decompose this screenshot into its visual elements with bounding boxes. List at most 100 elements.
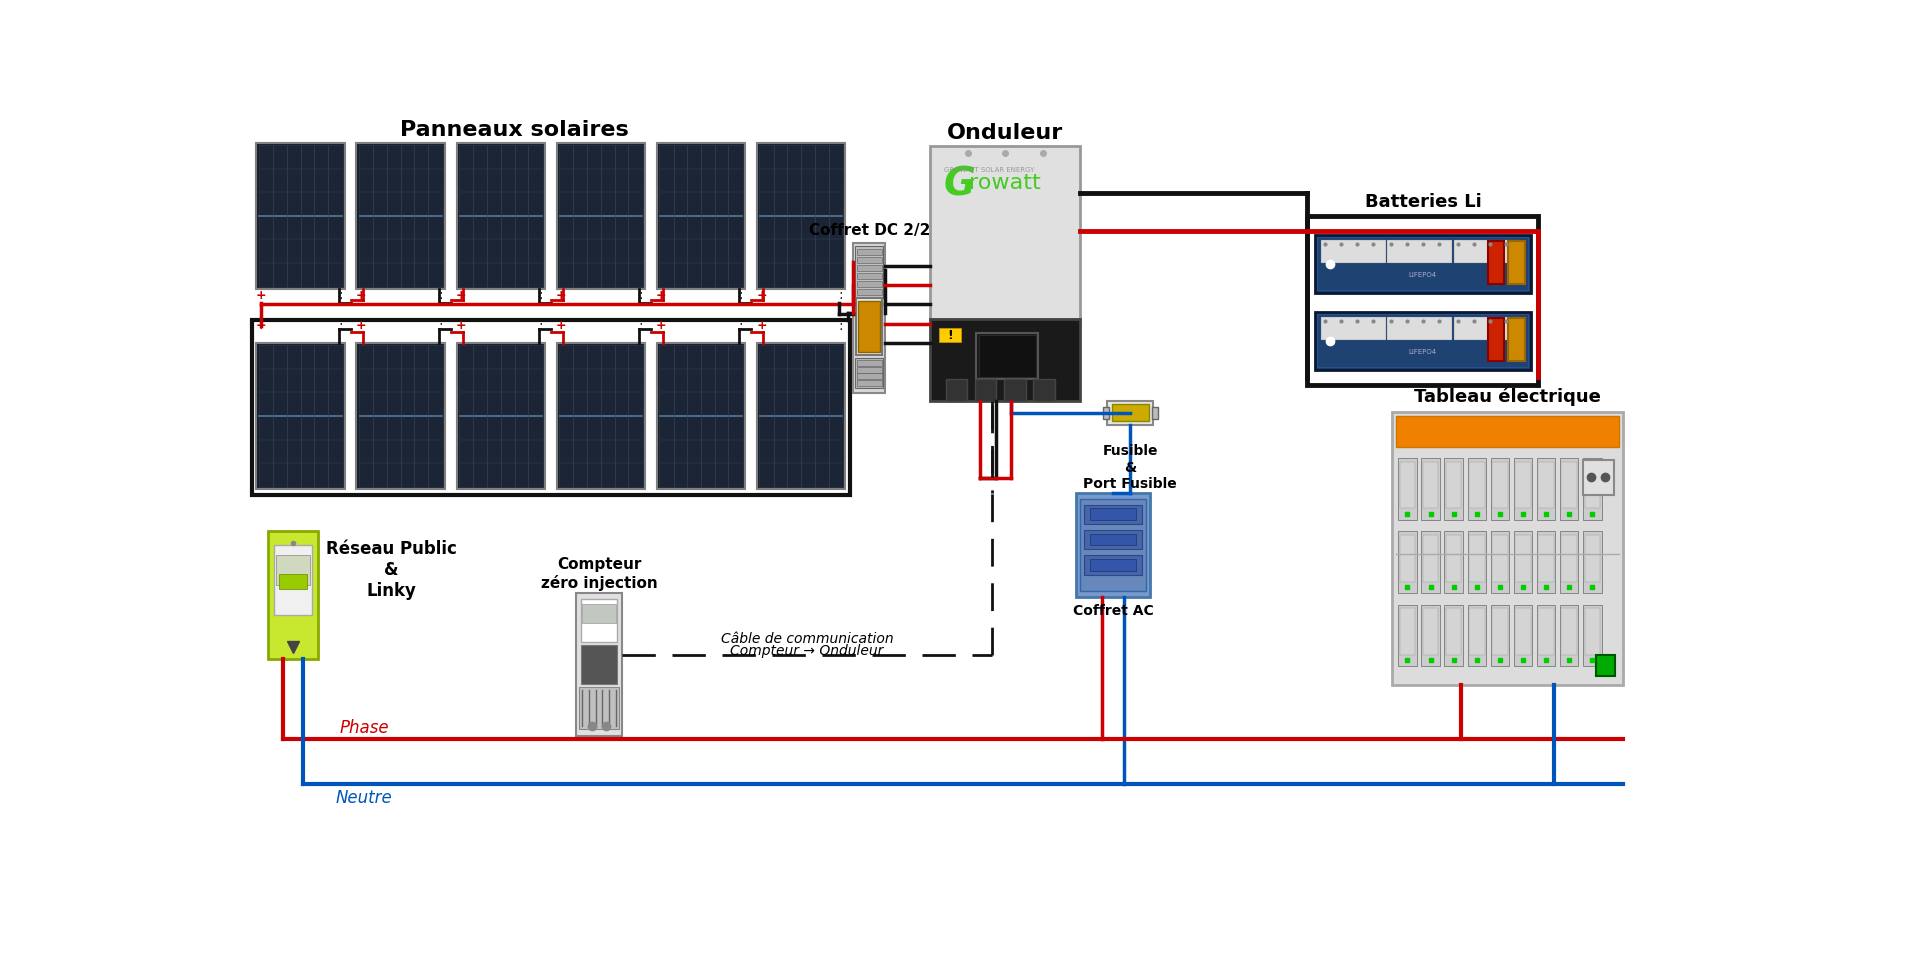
Text: +: + bbox=[756, 288, 766, 302]
Bar bbox=[1392, 413, 1622, 685]
Bar bbox=[1561, 535, 1576, 581]
Bar bbox=[1584, 531, 1601, 593]
Bar bbox=[1455, 316, 1519, 338]
Bar bbox=[1469, 462, 1484, 508]
Bar bbox=[259, 345, 342, 487]
Text: Phase: Phase bbox=[340, 719, 390, 736]
Bar bbox=[1538, 462, 1553, 508]
Bar bbox=[1513, 531, 1532, 593]
Bar bbox=[856, 359, 883, 388]
Bar bbox=[1584, 604, 1601, 666]
Bar bbox=[359, 145, 444, 286]
Bar bbox=[1446, 462, 1461, 508]
Bar bbox=[580, 600, 618, 642]
Bar bbox=[856, 298, 883, 356]
Bar bbox=[1091, 559, 1137, 571]
Bar bbox=[1507, 241, 1524, 283]
Bar bbox=[975, 379, 996, 401]
Bar bbox=[257, 143, 346, 289]
Text: :: : bbox=[637, 288, 643, 302]
Text: +: + bbox=[657, 288, 666, 302]
Bar bbox=[1467, 604, 1486, 666]
Bar bbox=[559, 345, 643, 487]
Bar bbox=[1444, 458, 1463, 520]
Bar bbox=[580, 687, 618, 730]
Bar bbox=[1321, 316, 1384, 338]
Bar bbox=[1559, 531, 1578, 593]
Bar bbox=[1421, 458, 1440, 520]
Bar bbox=[945, 379, 968, 401]
Text: :: : bbox=[538, 319, 543, 333]
Bar bbox=[1388, 240, 1452, 261]
Text: !: ! bbox=[947, 329, 952, 341]
Text: :: : bbox=[338, 288, 342, 302]
Bar bbox=[1091, 508, 1137, 520]
Bar bbox=[1102, 407, 1108, 419]
Bar bbox=[580, 646, 618, 683]
Bar bbox=[1488, 318, 1503, 361]
Bar bbox=[758, 145, 843, 286]
Bar bbox=[1077, 493, 1150, 597]
Text: +: + bbox=[756, 319, 766, 333]
Bar bbox=[1507, 318, 1524, 361]
Text: Fusible
&
Port Fusible: Fusible & Port Fusible bbox=[1083, 444, 1177, 491]
Bar bbox=[275, 546, 311, 615]
Bar bbox=[856, 256, 881, 263]
Bar bbox=[1317, 237, 1528, 290]
Bar bbox=[856, 366, 881, 373]
Text: :: : bbox=[637, 319, 643, 333]
Bar bbox=[1033, 379, 1054, 401]
Text: Compteur
zéro injection: Compteur zéro injection bbox=[541, 557, 657, 591]
Bar bbox=[459, 145, 543, 286]
Text: +: + bbox=[557, 288, 566, 302]
Text: Câble de communication: Câble de communication bbox=[720, 632, 893, 646]
Bar bbox=[1469, 608, 1484, 655]
Bar bbox=[1469, 535, 1484, 581]
Text: Coffret DC 2/2: Coffret DC 2/2 bbox=[808, 223, 929, 238]
Bar bbox=[1467, 458, 1486, 520]
Bar bbox=[1085, 555, 1142, 575]
Bar bbox=[659, 145, 743, 286]
Bar bbox=[1398, 458, 1417, 520]
Text: :: : bbox=[839, 319, 843, 333]
Bar bbox=[1515, 608, 1530, 655]
Bar bbox=[357, 143, 445, 289]
Text: +: + bbox=[355, 319, 367, 333]
Bar bbox=[278, 574, 307, 589]
Bar bbox=[1400, 462, 1415, 508]
Bar bbox=[979, 335, 1035, 377]
Text: +: + bbox=[255, 288, 267, 302]
Bar bbox=[1490, 604, 1509, 666]
Bar bbox=[1388, 316, 1452, 338]
Bar bbox=[1421, 531, 1440, 593]
Text: LIFEPO4: LIFEPO4 bbox=[1409, 350, 1436, 356]
Bar bbox=[929, 147, 1081, 319]
Bar bbox=[1467, 531, 1486, 593]
Bar bbox=[1490, 458, 1509, 520]
Bar bbox=[1308, 216, 1538, 386]
Bar bbox=[856, 289, 881, 295]
Text: +: + bbox=[455, 319, 467, 333]
Bar bbox=[657, 143, 745, 289]
Text: Onduleur: Onduleur bbox=[947, 122, 1064, 143]
Text: :: : bbox=[438, 319, 444, 333]
Bar bbox=[856, 380, 881, 387]
Bar bbox=[1584, 458, 1601, 520]
Bar bbox=[1108, 401, 1154, 425]
Bar bbox=[1446, 608, 1461, 655]
Bar bbox=[269, 531, 319, 658]
Bar bbox=[1398, 604, 1417, 666]
Bar bbox=[856, 265, 881, 272]
Bar bbox=[257, 343, 346, 489]
Text: +: + bbox=[355, 288, 367, 302]
Bar bbox=[1091, 534, 1137, 546]
Bar bbox=[1492, 462, 1507, 508]
Bar bbox=[1490, 531, 1509, 593]
Bar bbox=[276, 554, 311, 585]
Text: :: : bbox=[739, 288, 743, 302]
Bar bbox=[1446, 535, 1461, 581]
Bar bbox=[557, 143, 645, 289]
Bar bbox=[252, 320, 851, 495]
Bar bbox=[1561, 608, 1576, 655]
Text: :: : bbox=[338, 319, 342, 333]
